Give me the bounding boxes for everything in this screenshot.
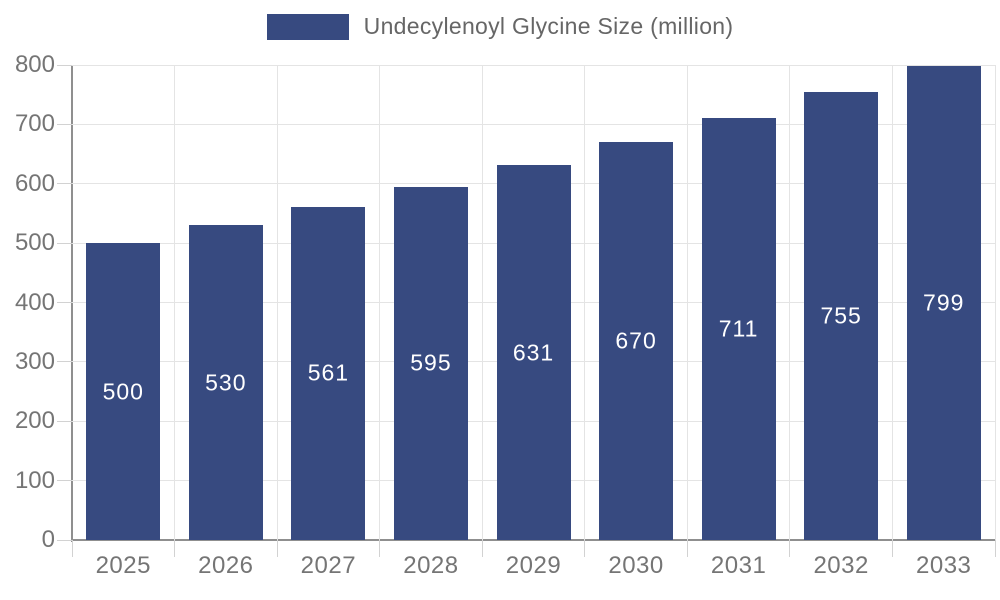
- bar-2031: 711: [701, 117, 776, 540]
- bar-2025: 500: [86, 243, 161, 540]
- x-tick-mark: [789, 540, 791, 557]
- x-axis-label: 2029: [505, 552, 562, 579]
- gridline-vertical: [481, 65, 483, 540]
- x-tick-mark: [379, 540, 381, 557]
- bar-2032: 755: [804, 91, 879, 540]
- gridline-vertical: [789, 65, 791, 540]
- y-tick-mark: [57, 183, 72, 185]
- y-axis-label: 500: [14, 229, 55, 257]
- bar-value-label: 595: [410, 349, 452, 376]
- y-axis-label: 200: [14, 407, 55, 435]
- bar-2033: 799: [906, 65, 981, 540]
- y-tick-mark: [57, 539, 72, 541]
- y-tick-mark: [57, 420, 72, 422]
- x-axis-label: 2026: [198, 552, 254, 579]
- legend-label: Undecylenoyl Glycine Size (million): [363, 13, 734, 39]
- bar-2026: 530: [188, 225, 263, 540]
- y-axis-label: 600: [14, 169, 55, 197]
- bar-2029: 631: [496, 165, 571, 540]
- x-axis-labels: 2025 2026 2027 2028 2029 2030 2031 2032 2033: [72, 552, 995, 586]
- plot-area: 500 530 561 595 631 670 711 755 799: [57, 64, 996, 557]
- bar-value-label: 561: [307, 359, 350, 386]
- bar-value-label: 631: [512, 339, 555, 366]
- bar-value-label: 530: [205, 369, 247, 396]
- bar-2027: 561: [291, 206, 366, 540]
- gridline-vertical: [379, 65, 381, 540]
- x-tick-mark: [994, 540, 996, 557]
- x-tick-mark: [174, 540, 176, 557]
- x-axis-label: 2031: [710, 552, 767, 579]
- x-axis-label: 2030: [608, 552, 664, 579]
- x-axis-line: [72, 539, 995, 541]
- y-axis-label: 800: [14, 51, 55, 78]
- gridline-vertical: [994, 65, 996, 540]
- bar-value-label: 711: [718, 315, 759, 342]
- x-axis-label: 2032: [813, 552, 869, 579]
- y-tick-mark: [57, 123, 72, 125]
- y-axis-labels: 0 100 200 300 400 500 600 700 800: [0, 52, 55, 553]
- bar-value-label: 755: [820, 302, 862, 329]
- legend-swatch: [266, 13, 349, 40]
- y-axis-label: 400: [14, 288, 55, 316]
- gridline-vertical: [276, 65, 278, 540]
- bar-value-label: 500: [102, 378, 144, 405]
- gridline-vertical: [686, 65, 688, 540]
- y-axis-label: 700: [14, 110, 55, 138]
- gridline-vertical: [891, 65, 893, 540]
- x-axis-label: 2025: [95, 552, 151, 579]
- y-axis-label: 100: [14, 466, 55, 494]
- x-tick-mark: [71, 540, 73, 557]
- x-tick-mark: [686, 540, 688, 557]
- bar-2030: 670: [599, 142, 674, 540]
- y-axis-line: [71, 65, 73, 542]
- x-axis-label: 2027: [300, 552, 357, 579]
- bar-value-label: 799: [923, 289, 965, 316]
- x-axis-label: 2028: [403, 552, 459, 579]
- y-axis-label: 0: [41, 526, 55, 553]
- x-tick-mark: [481, 540, 483, 557]
- bar-value-label: 670: [615, 327, 657, 354]
- legend: Undecylenoyl Glycine Size (million): [0, 13, 1000, 40]
- x-tick-mark: [584, 540, 586, 557]
- y-tick-mark: [57, 242, 72, 244]
- gridline-horizontal: [72, 123, 995, 125]
- y-tick-mark: [57, 480, 72, 482]
- gridline-horizontal: [72, 64, 995, 66]
- y-tick-mark: [57, 361, 72, 363]
- y-axis-label: 300: [14, 347, 55, 375]
- x-tick-mark: [276, 540, 278, 557]
- y-tick-mark: [57, 302, 72, 303]
- y-tick-mark: [57, 64, 72, 66]
- x-tick-mark: [891, 540, 893, 557]
- gridline-vertical: [584, 65, 586, 540]
- x-axis-label: 2033: [916, 552, 972, 579]
- bar-2028: 595: [393, 186, 468, 540]
- gridline-vertical: [174, 65, 176, 540]
